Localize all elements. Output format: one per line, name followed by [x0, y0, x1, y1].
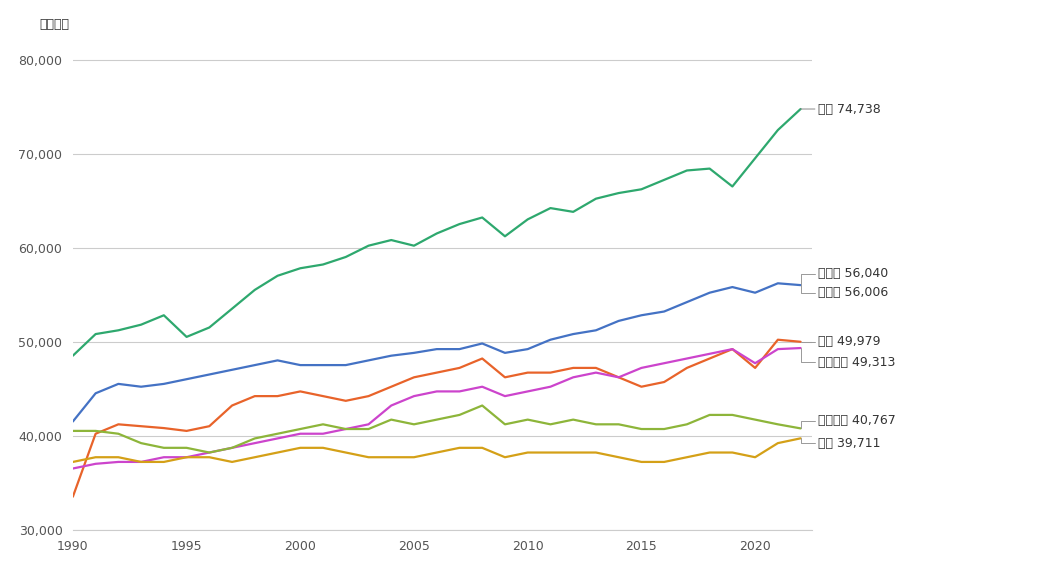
Text: （ドル）: （ドル） — [40, 18, 70, 31]
Text: 日本 39,711: 日本 39,711 — [801, 436, 880, 450]
Text: 米国 74,738: 米国 74,738 — [801, 102, 881, 115]
Text: カナダ 56,006: カナダ 56,006 — [801, 285, 888, 299]
Text: フランス 49,313: フランス 49,313 — [801, 348, 895, 369]
Text: イタリア 40,767: イタリア 40,767 — [801, 414, 895, 428]
Text: 英国 49,979: 英国 49,979 — [801, 335, 880, 348]
Text: ドイツ 56,040: ドイツ 56,040 — [801, 267, 888, 285]
